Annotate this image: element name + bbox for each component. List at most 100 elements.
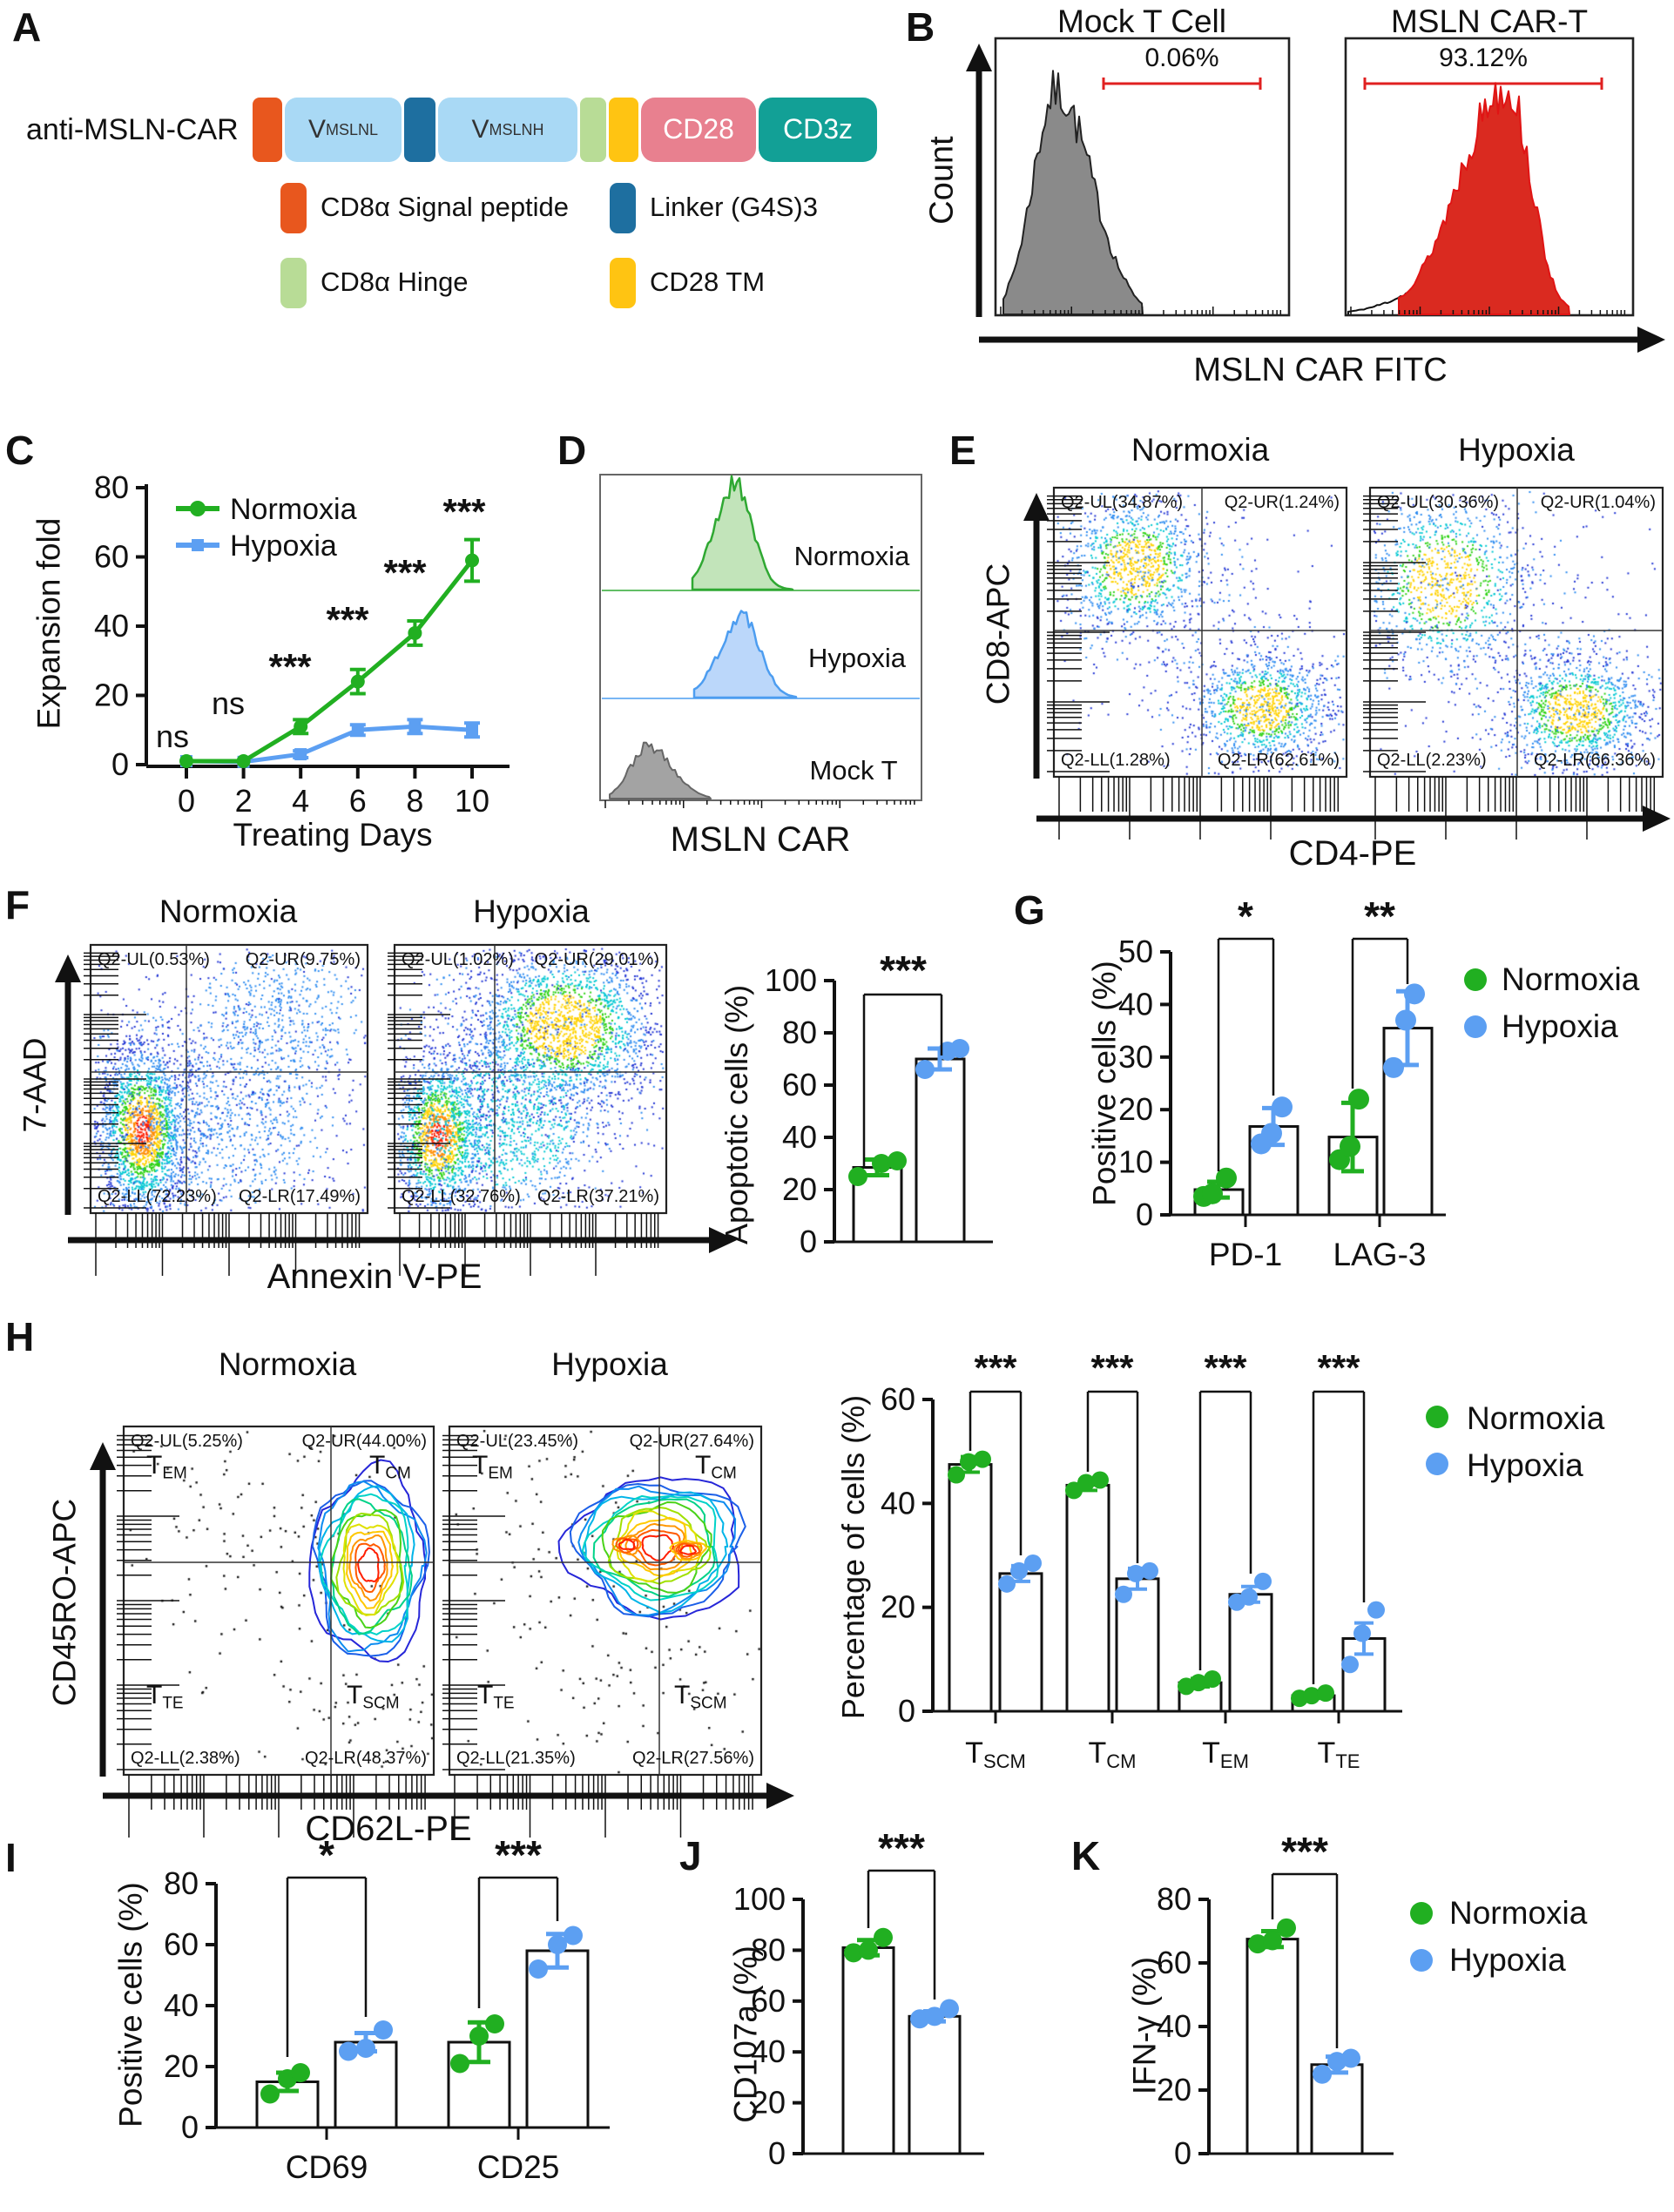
b-y-axis-label: Count	[923, 136, 961, 225]
e-plot0-quad-lr: Q2-LR(62.61%)	[1217, 751, 1340, 770]
svg-text:0: 0	[768, 2135, 786, 2171]
car-legend-label-0: CD8α Signal peptide	[321, 192, 570, 222]
svg-text:*: *	[1238, 894, 1253, 939]
panel-i-letter: I	[5, 1835, 17, 1880]
f-plot1-quad-ul: Q2-UL(1.02%)	[402, 950, 514, 969]
e-plot0-quad-ll: Q2-LL(1.28%)	[1061, 751, 1171, 770]
svg-text:***: ***	[1204, 1347, 1247, 1388]
svg-text:0: 0	[800, 1224, 817, 1259]
svg-text:***: ***	[383, 552, 427, 593]
svg-text:80: 80	[751, 1932, 786, 1967]
svg-text:***: ***	[442, 491, 486, 532]
car-construct-name: anti-MSLN-CAR	[26, 113, 239, 146]
panel-f-letter: F	[5, 882, 30, 927]
h-plot0-quad-ul: Q2-UL(5.25%)	[131, 1432, 243, 1451]
svg-text:80: 80	[164, 1865, 199, 1901]
svg-text:20: 20	[751, 2085, 786, 2121]
f-title-hypoxia: Hypoxia	[473, 894, 590, 929]
i-category-cd25: CD25	[476, 2149, 560, 2185]
d-curve-label-mock: Mock T	[809, 755, 898, 786]
e-y-axis-label: CD8-APC	[980, 563, 1016, 705]
car-legend-swatch-2	[280, 258, 307, 308]
h-plot0-subset-TE: TTE	[146, 1681, 184, 1713]
svg-text:30: 30	[1118, 1039, 1153, 1075]
g-category-pd1: PD-1	[1208, 1237, 1283, 1272]
h-plot0-subset-SCM: TSCM	[347, 1681, 400, 1713]
h-bar-category-TE: TTE	[1317, 1737, 1360, 1773]
svg-text:***: ***	[495, 1832, 542, 1878]
car-segment-1: V MSLNL	[285, 98, 402, 162]
c-y-axis-label: Expansion fold	[30, 517, 67, 730]
panel-j-letter: J	[679, 1833, 702, 1878]
f-bar-y-axis-label: Apoptotic cells (%)	[718, 984, 754, 1245]
svg-text:40: 40	[164, 1987, 199, 2023]
svg-text:60: 60	[751, 1983, 786, 2019]
svg-text:***: ***	[878, 1825, 925, 1871]
h-bar-category-CM: TCM	[1088, 1737, 1137, 1773]
panel-g-letter: G	[1014, 887, 1045, 933]
d-x-axis-label: MSLN CAR	[670, 820, 851, 859]
h-plot0-quad-ll: Q2-LL(2.38%)	[131, 1749, 240, 1768]
svg-text:0: 0	[1174, 2135, 1191, 2171]
e-title-hypoxia: Hypoxia	[1458, 432, 1575, 468]
f-y-axis-label: 7-AAD	[17, 1037, 53, 1133]
h-bar-category-SCM: TSCM	[965, 1737, 1026, 1773]
h-plot1-subset-CM: TCM	[695, 1451, 737, 1483]
c-x-axis-label: Treating Days	[233, 817, 433, 853]
h-title-hypoxia: Hypoxia	[551, 1346, 668, 1382]
panel-h-letter: H	[5, 1314, 35, 1359]
car-segment-3: V MSLNH	[438, 98, 577, 162]
svg-text:20: 20	[1118, 1091, 1153, 1127]
svg-text:***: ***	[268, 646, 312, 687]
car-segment-5	[609, 98, 638, 162]
k-legend-hypoxia: Hypoxia	[1449, 1942, 1566, 1978]
h-legend-normoxia: Normoxia	[1467, 1400, 1605, 1436]
h-plot1-quad-ur: Q2-UR(27.64%)	[629, 1432, 754, 1451]
h-plot1-quad-ul: Q2-UL(23.45%)	[456, 1432, 579, 1451]
e-plot1-quad-lr: Q2-LR(66.36%)	[1533, 751, 1656, 770]
svg-text:8: 8	[406, 783, 423, 819]
i-y-axis-label: Positive cells (%)	[112, 1882, 149, 2128]
panel-a-letter: A	[12, 4, 42, 50]
svg-text:60: 60	[881, 1381, 915, 1417]
f-plot1-quad-lr: Q2-LR(37.21%)	[537, 1187, 659, 1206]
h-bar-y-axis-label: Percentage of cells (%)	[834, 1394, 871, 1720]
h-legend-hypoxia: Hypoxia	[1467, 1447, 1583, 1483]
h-x-axis-label: CD62L-PE	[305, 1810, 472, 1848]
e-plot0-quad-ul: Q2-UL(34.87%)	[1061, 493, 1184, 512]
e-plot1-quad-ul: Q2-UL(30.36%)	[1377, 493, 1500, 512]
e-plot0-quad-ur: Q2-UR(1.24%)	[1224, 493, 1340, 512]
c-legend-normoxia: Normoxia	[230, 493, 357, 526]
panel-c-letter: C	[5, 428, 35, 473]
b-x-axis-label: MSLN CAR FITC	[1193, 352, 1448, 388]
svg-text:80: 80	[782, 1015, 817, 1050]
svg-text:0: 0	[178, 783, 195, 819]
svg-text:60: 60	[94, 539, 129, 575]
g-category-lag3: LAG-3	[1333, 1237, 1427, 1272]
i-category-cd69: CD69	[285, 2149, 368, 2185]
f-x-axis-label: Annexin V-PE	[267, 1258, 483, 1296]
svg-text:10: 10	[455, 783, 489, 819]
svg-text:40: 40	[1157, 2008, 1191, 2044]
svg-text:10: 10	[1118, 1144, 1153, 1180]
svg-text:***: ***	[1281, 1829, 1328, 1874]
car-segment-6: CD28	[641, 98, 756, 162]
svg-text:ns: ns	[156, 718, 189, 754]
h-plot1-subset-TE: TTE	[477, 1681, 515, 1713]
h-plot0-quad-ur: Q2-UR(44.00%)	[301, 1432, 427, 1451]
e-plot1-quad-ll: Q2-LL(2.23%)	[1377, 751, 1487, 770]
svg-text:0: 0	[898, 1693, 915, 1729]
e-plot1-quad-ur: Q2-UR(1.04%)	[1540, 493, 1656, 512]
car-segment-2	[404, 98, 435, 162]
svg-text:4: 4	[292, 783, 309, 819]
car-legend-swatch-1	[610, 183, 636, 233]
f-title-normoxia: Normoxia	[159, 894, 298, 929]
k-legend-normoxia: Normoxia	[1449, 1895, 1588, 1931]
g-legend-hypoxia: Hypoxia	[1502, 1008, 1618, 1044]
svg-text:20: 20	[881, 1589, 915, 1625]
f-plot0-quad-ll: Q2-LL(72.23%)	[98, 1187, 217, 1206]
panel-k-letter: K	[1071, 1833, 1101, 1878]
